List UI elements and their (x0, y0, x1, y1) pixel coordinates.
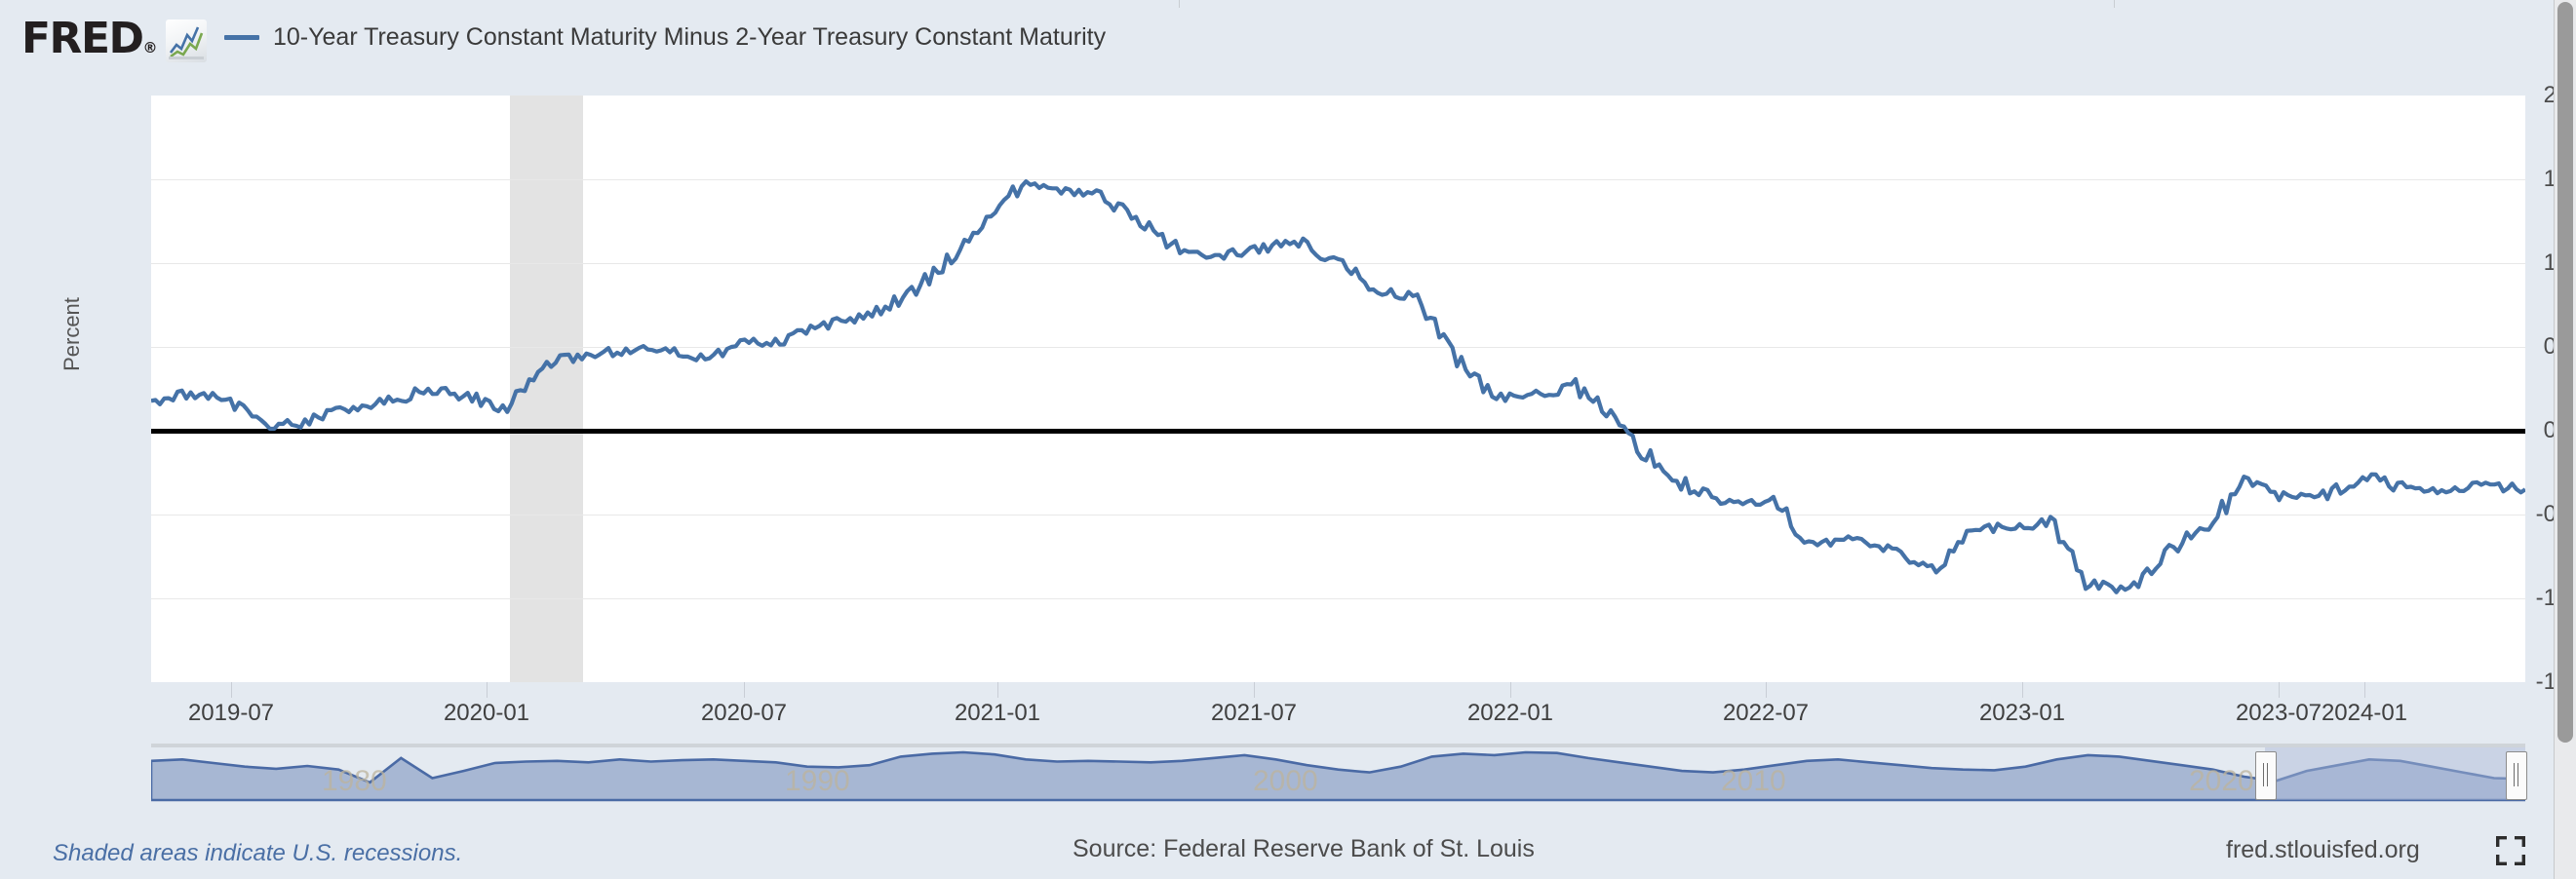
gridline (151, 347, 2525, 348)
navigator-year-label: 2020 (2189, 765, 2254, 797)
scrollbar-thumb[interactable] (2557, 2, 2573, 743)
gridline (151, 598, 2525, 599)
gridline (151, 179, 2525, 180)
x-tick-label: 2020-01 (443, 700, 530, 726)
range-navigator[interactable]: 1980 1990 2000 2010 2020 (151, 744, 2527, 802)
navigator-handle-left[interactable] (2255, 751, 2277, 800)
recession-note: Shaded areas indicate U.S. recessions. (53, 840, 463, 866)
x-tick-mark (231, 682, 232, 698)
source-label: Source: Federal Reserve Bank of St. Loui… (1073, 835, 1535, 862)
sparkline-logo-glyph (169, 26, 204, 59)
navigator-year-label: 2010 (1721, 765, 1786, 797)
gridline (151, 263, 2525, 264)
fred-logo[interactable]: FRED® (21, 18, 158, 69)
top-strip (0, 0, 2576, 8)
x-tick-mark (1510, 682, 1511, 698)
fred-logo-text: FRED (21, 14, 144, 63)
x-tick-label: 2023-07 (2235, 700, 2322, 726)
series-line-t10y2y (151, 178, 2525, 594)
chart-header: FRED® 10-Year Treasury Constant Maturity… (0, 8, 2576, 68)
x-tick-mark (744, 682, 745, 698)
x-tick-label: 2021-07 (1210, 700, 1298, 726)
top-strip-divider (1179, 0, 1180, 8)
x-tick-mark (487, 682, 488, 698)
navigator-year-label: 2000 (1253, 765, 1318, 797)
navigator-sparkline (151, 750, 2525, 802)
fred-url-label[interactable]: fred.stlouisfed.org (2226, 836, 2420, 863)
legend-series-label: 10-Year Treasury Constant Maturity Minus… (273, 23, 1107, 51)
navigator-top-rule (151, 744, 2525, 747)
x-tick-label: 2019-07 (187, 700, 275, 726)
x-tick-mark (1254, 682, 1255, 698)
fred-chart-logo-icon (166, 19, 207, 62)
x-tick-mark (997, 682, 998, 698)
x-tick-label: 2024-01 (2321, 700, 2408, 726)
x-tick-label: 2020-07 (700, 700, 788, 726)
x-tick-mark (2364, 682, 2365, 698)
fullscreen-glyph (2496, 836, 2525, 865)
x-tick-label: 2022-07 (1722, 700, 1810, 726)
x-tick-label: 2023-01 (1978, 700, 2066, 726)
x-tick-label: 2021-01 (954, 700, 1041, 726)
chart-legend[interactable]: 10-Year Treasury Constant Maturity Minus… (224, 23, 1106, 52)
page-scrollbar[interactable] (2554, 0, 2576, 879)
y-axis-label: Percent (59, 297, 84, 371)
navigator-selected-range[interactable] (2265, 747, 2525, 800)
zero-line (151, 429, 2525, 434)
x-tick-mark (2279, 682, 2280, 698)
x-tick-label: 2022-01 (1466, 700, 1554, 726)
gridline (151, 515, 2525, 516)
fullscreen-icon[interactable] (2496, 836, 2525, 865)
x-tick-mark (1766, 682, 1767, 698)
navigator-year-label: 1990 (785, 765, 850, 797)
x-tick-mark (2022, 682, 2023, 698)
navigator-year-label: 1980 (322, 765, 387, 797)
top-strip-divider (2114, 0, 2115, 8)
registered-mark: ® (142, 39, 158, 57)
navigator-handle-right[interactable] (2506, 751, 2527, 800)
legend-color-swatch (224, 35, 259, 40)
